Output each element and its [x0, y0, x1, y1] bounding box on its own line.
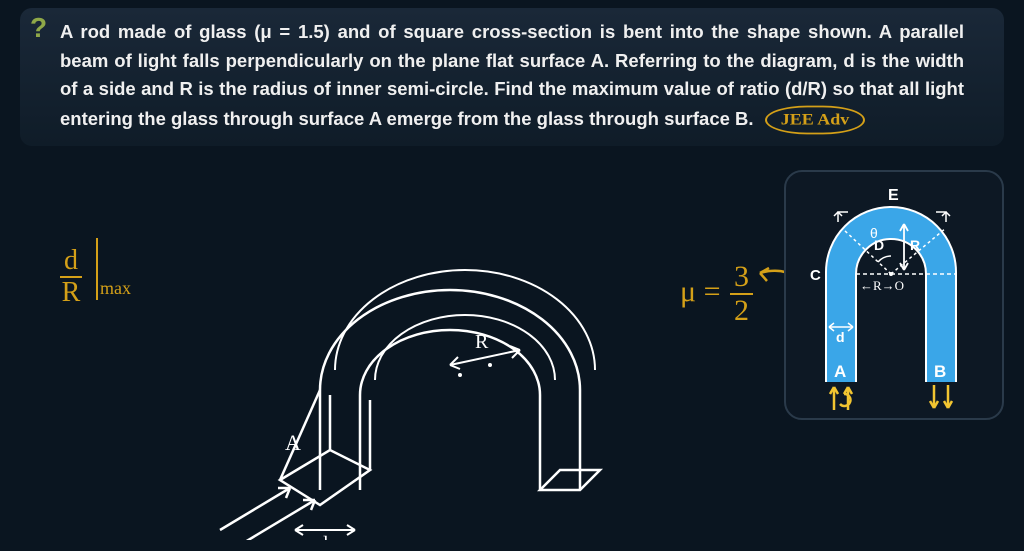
- rod-sketch: R A d: [180, 190, 660, 540]
- ratio-denominator: R: [62, 277, 81, 308]
- inset-RO-label: ←R→O: [860, 278, 904, 293]
- question-mark-icon: ?: [30, 12, 47, 44]
- ratio-numerator: d: [60, 245, 82, 278]
- exam-badge: JEE Adv: [765, 106, 866, 135]
- question-text: A rod made of glass (μ = 1.5) and of squ…: [60, 18, 964, 136]
- R-label: R: [475, 331, 489, 353]
- max-label: max: [100, 278, 131, 299]
- eval-bar: [96, 238, 98, 300]
- A-label: A: [285, 430, 301, 455]
- inset-theta: θ: [870, 225, 878, 241]
- question-panel: ? A rod made of glass (μ = 1.5) and of s…: [20, 8, 1004, 146]
- inset-E: E: [888, 187, 899, 204]
- inset-d: d: [836, 329, 845, 345]
- mu-num: 3: [730, 260, 753, 295]
- d-label: d: [318, 533, 328, 540]
- inset-R: R: [910, 237, 920, 253]
- mu-note: μ = 3 2: [680, 260, 753, 328]
- mu-den: 2: [730, 294, 753, 327]
- inset-diagram: ←R→O E D C R θ d A B: [784, 170, 1004, 420]
- inset-A: A: [834, 362, 846, 381]
- inset-C: C: [810, 267, 821, 284]
- mu-lhs: μ =: [680, 275, 721, 308]
- inset-B: B: [934, 362, 946, 381]
- ratio-note: d R: [60, 245, 82, 309]
